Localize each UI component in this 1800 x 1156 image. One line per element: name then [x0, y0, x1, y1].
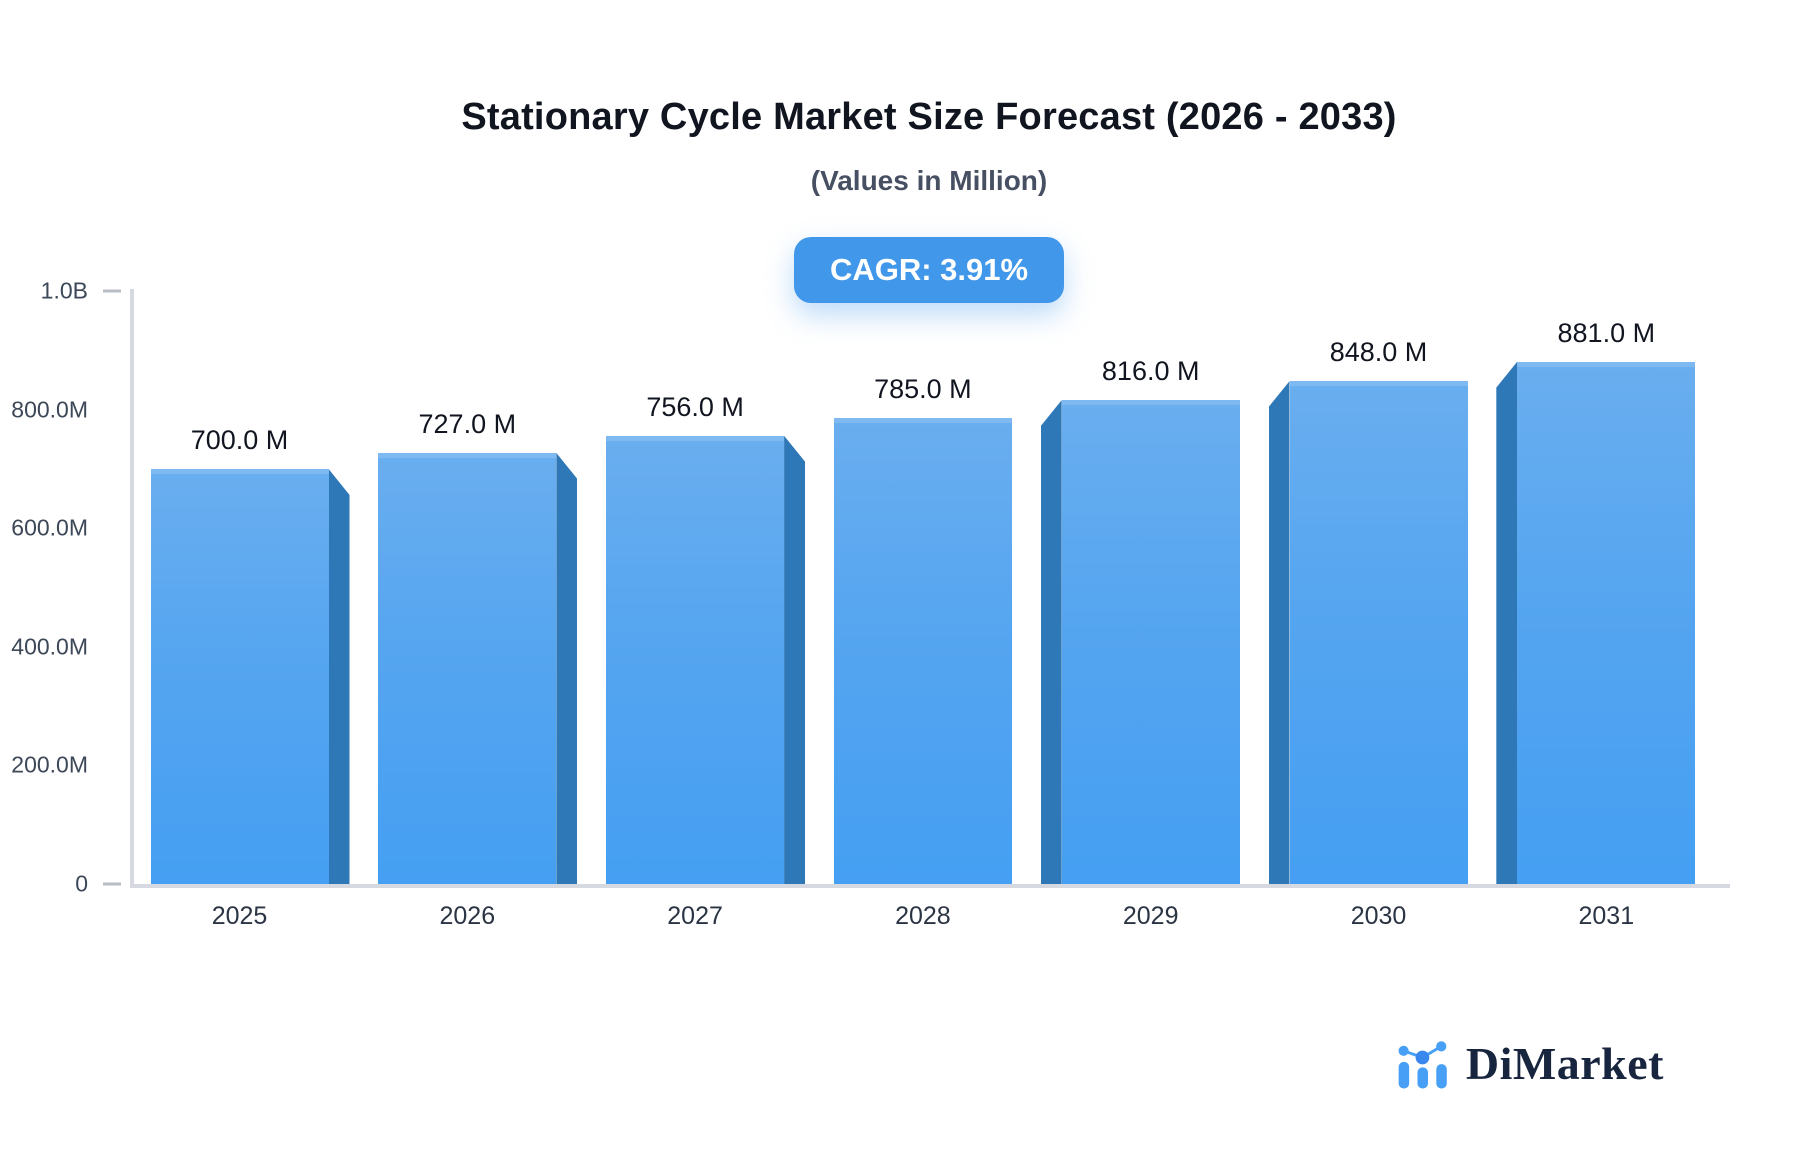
bar-2029[interactable]	[1040, 400, 1240, 884]
bar-2028[interactable]	[833, 418, 1012, 884]
bar-value-label: 727.0 M	[418, 408, 517, 439]
y-tick-label: 200.0M	[11, 751, 88, 778]
y-tick-label: 400.0M	[11, 633, 88, 660]
bar-2030[interactable]	[1268, 381, 1468, 884]
y-axis-line	[130, 289, 134, 884]
y-tick-dash	[103, 289, 121, 293]
x-category-label: 2026	[439, 902, 496, 930]
bar-face	[1061, 400, 1240, 884]
chart-header: Stationary Cycle Market Size Forecast (2…	[130, 0, 1728, 303]
bar-value-label: 881.0 M	[1557, 317, 1656, 348]
bar-2026[interactable]	[378, 452, 578, 884]
brand-logo: DiMarket	[1392, 1032, 1664, 1094]
y-tick-label: 0	[75, 870, 88, 897]
bar-value-label: 816.0 M	[1101, 356, 1200, 387]
bar-face	[1289, 381, 1468, 884]
bar-side-shade	[1268, 381, 1290, 884]
chart-title: Stationary Cycle Market Size Forecast (2…	[461, 96, 1397, 138]
bar-face	[606, 435, 785, 884]
bar-side-shade	[328, 468, 350, 884]
y-tick-label: 800.0M	[11, 396, 88, 423]
bar-face	[378, 452, 557, 884]
bar-side-shade	[556, 452, 578, 884]
x-category-label: 2027	[667, 902, 723, 930]
bar-side-shade	[1496, 361, 1518, 884]
bar-value-label: 700.0 M	[190, 424, 289, 455]
bar-value-label: 785.0 M	[874, 374, 972, 405]
bar-side-shade	[784, 435, 806, 884]
bar-face	[1517, 361, 1696, 884]
cagr-badge: CAGR: 3.91%	[793, 237, 1065, 303]
y-tick-label: 600.0M	[11, 514, 88, 541]
bar-value-label: 848.0 M	[1329, 337, 1428, 368]
x-axis-line	[130, 884, 1730, 888]
bar-chart-dots-icon	[1398, 1041, 1447, 1089]
y-tick-dash	[103, 882, 121, 886]
bar-2025[interactable]	[150, 468, 350, 884]
bar-side-shade	[1040, 400, 1062, 884]
bar-face	[833, 418, 1012, 884]
bar-2031[interactable]	[1496, 361, 1696, 884]
brand-name: DiMarket	[1465, 1037, 1664, 1089]
x-category-label: 2030	[1350, 902, 1407, 930]
bar-2027[interactable]	[606, 435, 806, 884]
bar-value-label: 756.0 M	[646, 391, 744, 422]
x-category-label: 2025	[211, 902, 268, 930]
chart-subtitle: (Values in Million)	[810, 165, 1048, 196]
bar-face	[150, 468, 329, 884]
x-category-label: 2028	[895, 902, 951, 930]
x-category-label: 2031	[1578, 902, 1635, 930]
x-category-label: 2029	[1122, 902, 1179, 930]
y-tick-label: 1.0B	[40, 277, 88, 304]
